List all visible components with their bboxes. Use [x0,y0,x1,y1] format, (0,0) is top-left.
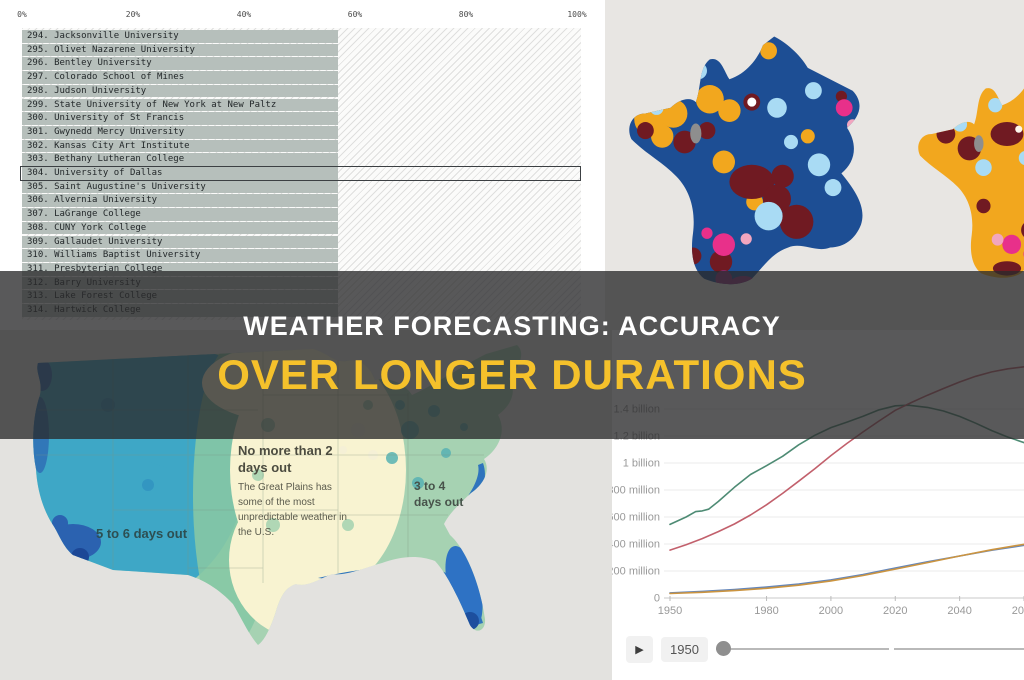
ranking-row[interactable]: 303. Bethany Lutheran College [22,153,339,166]
ranking-row[interactable]: 308. CUNY York College [22,221,339,235]
us-map-label-center-body: The Great Plains has some of the most un… [238,482,347,538]
y-axis-tick-label: 0 [654,593,660,605]
percent-axis-tick: 80% [458,10,474,19]
blue-line [669,544,1024,594]
ranking-row[interactable]: 301. Gwynedd Mercy University [22,125,339,139]
ranking-row[interactable]: 306. Alvernia University [22,194,339,208]
y-axis-tick-label: 600 million [612,512,660,524]
ranking-row[interactable]: 304. University of Dallas [22,167,339,180]
ranking-row[interactable]: 294. Jacksonville University [22,30,339,43]
x-axis-tick-label: 1980 [754,605,778,617]
ranking-row[interactable]: 300. University of St Francis [22,112,339,125]
ranking-row[interactable]: 305. Saint Augustine's University [22,180,339,194]
x-axis-tick-label: 2060 [1012,605,1024,617]
timeline-controls: ▶ 1950 [612,624,1024,674]
orange-line [669,543,1024,595]
ranking-row[interactable]: 309. Gallaudet University [22,235,339,249]
y-axis-tick-label: 1 billion [623,458,660,470]
percent-axis-tick: 60% [347,10,363,19]
ranking-row[interactable]: 298. Judson University [22,84,339,98]
play-button[interactable]: ▶ [626,635,653,663]
title-banner: WEATHER FORECASTING: ACCURACY OVER LONGE… [0,271,1024,439]
y-axis-tick-label: 400 million [612,539,660,551]
timeline-slider[interactable] [715,641,1024,657]
ranking-row[interactable]: 296. Bentley University [22,57,339,71]
ranking-row[interactable]: 295. Olivet Nazarene University [22,43,339,57]
timeline-year-label[interactable]: 1950 [661,636,708,662]
us-map-label-center-title: No more than 2 days out [238,443,333,475]
x-axis-tick-label: 2040 [947,605,971,617]
us-map-label-west: 5 to 6 days out [96,526,188,541]
selected-row-outline [20,165,581,181]
ranking-row[interactable]: 307. LaGrange College [22,208,339,221]
percent-axis-tick: 20% [125,10,141,19]
y-axis-tick-label: 800 million [612,485,660,497]
x-axis-tick-label: 2020 [883,605,907,617]
percent-axis-tick: 0% [17,10,27,19]
slider-track[interactable] [715,648,1024,650]
ranking-row[interactable]: 302. Kansas City Art Institute [22,139,339,153]
ranking-row[interactable]: 310. Williams Baptist University [22,249,339,262]
banner-title-line1: WEATHER FORECASTING: ACCURACY [243,311,781,341]
us-map-label-east: 3 to 4 days out [414,479,464,509]
slider-track-gap [888,646,894,652]
x-axis-tick-label: 2000 [819,605,843,617]
ranking-row[interactable]: 297. Colorado School of Mines [22,71,339,84]
ranking-row[interactable]: 299. State University of New York at New… [22,98,339,112]
x-axis-tick-label: 1950 [658,605,682,617]
play-icon: ▶ [635,643,644,656]
banner-title-line2: OVER LONGER DURATIONS [217,351,807,398]
percent-axis-tick: 100% [567,10,587,19]
slider-handle[interactable] [715,641,731,656]
france-map-left [629,36,863,285]
y-axis-tick-label: 200 million [612,566,660,578]
percent-axis-tick: 40% [236,10,252,19]
france-map-right [918,88,1024,278]
